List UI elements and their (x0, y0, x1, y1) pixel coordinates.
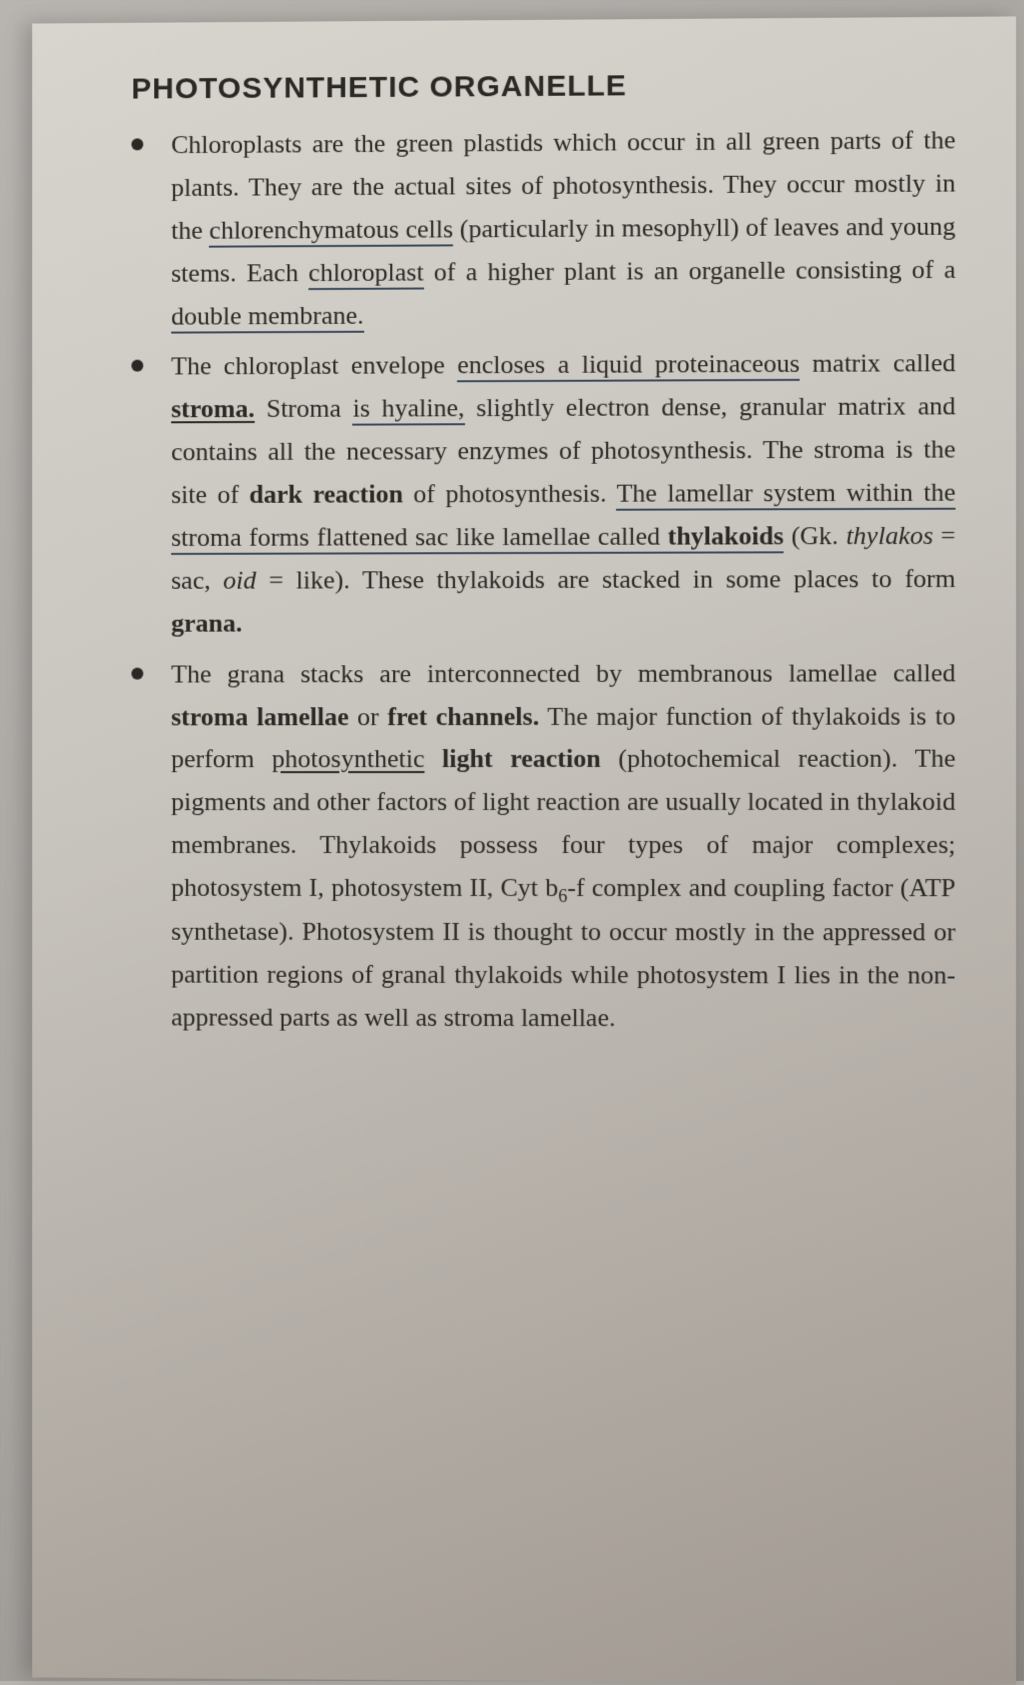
underlined-text: is hyaline, (353, 394, 465, 426)
text: = like). These thylakoids are stacked in… (256, 564, 955, 595)
bold-text: stroma. (171, 394, 255, 423)
bullet-marker (131, 667, 143, 679)
bold-text: grana. (171, 608, 242, 637)
underlined-text: chlorenchymatous cells (209, 214, 453, 247)
bullet-item: The grana stacks are interconnected by m… (131, 652, 955, 1041)
text: The chloroplast envelope (171, 351, 457, 381)
bullet-marker (131, 360, 143, 372)
textbook-page: PHOTOSYNTHETIC ORGANELLE Chloroplasts ar… (32, 16, 1016, 1684)
bullet-item: The chloroplast envelope encloses a liqu… (131, 343, 955, 646)
section-heading: PHOTOSYNTHETIC ORGANELLE (131, 67, 955, 106)
text: (Gk. (784, 521, 846, 550)
paragraph: The chloroplast envelope encloses a liqu… (171, 343, 955, 646)
bold-text: stroma lamellae (171, 702, 349, 731)
bold-text: dark reaction (249, 480, 403, 509)
text: or (349, 702, 388, 731)
italic-text: oid (223, 566, 256, 595)
bullet-marker (131, 138, 143, 150)
paragraph: The grana stacks are interconnected by m… (171, 652, 955, 1041)
bold-text: light reaction (442, 744, 601, 773)
paragraph: Chloroplasts are the green plastids whic… (171, 119, 955, 338)
subscript: 6 (558, 886, 567, 906)
text: Stroma (255, 394, 353, 423)
bullet-item: Chloroplasts are the green plastids whic… (131, 119, 955, 338)
text: of photosynthesis. (403, 479, 616, 509)
text: matrix called (800, 349, 956, 379)
underlined-text: encloses a liquid proteinaceous (457, 349, 800, 382)
text: The grana stacks are interconnected by m… (171, 658, 955, 688)
underlined-text: chloroplast (309, 257, 424, 290)
underlined-text: photosynthetic (272, 745, 425, 774)
text: of a higher plant is an organelle consis… (424, 254, 956, 286)
underlined-text: double membrane. (171, 300, 364, 333)
italic-text: thylakos (846, 521, 933, 550)
text (425, 745, 443, 774)
bold-text: thylakoids (668, 521, 784, 553)
bold-text: fret channels. (388, 702, 540, 731)
